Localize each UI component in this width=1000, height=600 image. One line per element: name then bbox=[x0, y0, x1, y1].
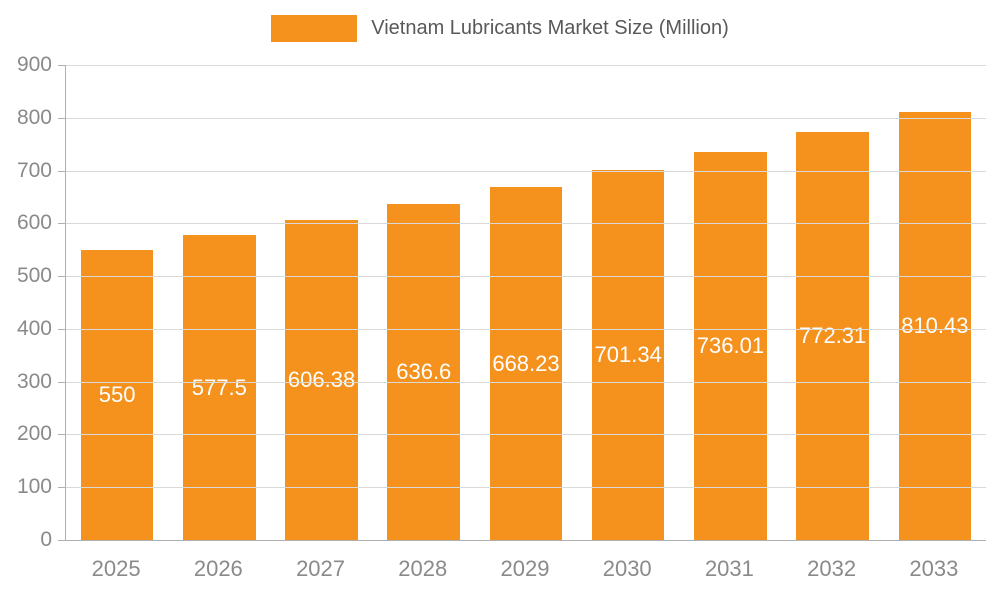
y-tick-mark bbox=[58, 540, 65, 541]
bar-cell: 701.34 bbox=[577, 65, 679, 540]
bar-value-label: 668.23 bbox=[492, 350, 560, 376]
gridline bbox=[66, 223, 986, 225]
x-axis: 2025 2026 2027 2028 2029 2030 2031 2032 2033 bbox=[65, 556, 985, 582]
plot-area: 550 577.5 606.38 636.6 668.23 701.34 736.01 772… bbox=[65, 65, 986, 541]
y-tick-label: 200 bbox=[16, 422, 52, 446]
bar: 736.01 bbox=[694, 151, 767, 540]
bar: 701.34 bbox=[591, 169, 665, 540]
y-tick-mark bbox=[58, 381, 65, 383]
legend-swatch bbox=[271, 14, 358, 42]
y-tick-mark bbox=[58, 170, 65, 172]
x-tick-label: 2031 bbox=[704, 556, 754, 581]
bar-cell: 550 bbox=[66, 65, 168, 540]
y-tick-label: 300 bbox=[16, 369, 52, 393]
x-tick-label: 2033 bbox=[909, 556, 959, 581]
y-tick-mark bbox=[58, 223, 65, 225]
bar: 668.23 bbox=[489, 187, 563, 540]
gridline bbox=[66, 381, 986, 383]
bars-container: 550 577.5 606.38 636.6 668.23 701.34 736.01 772… bbox=[66, 65, 986, 540]
bar: 636.6 bbox=[387, 204, 461, 540]
bar-cell: 736.01 bbox=[679, 65, 781, 540]
bar: 810.43 bbox=[898, 112, 972, 540]
y-tick-mark bbox=[58, 434, 65, 436]
x-tick-label: 2027 bbox=[296, 556, 346, 581]
bar-value-label: 701.34 bbox=[594, 341, 662, 367]
bar-cell: 577.5 bbox=[168, 65, 270, 540]
gridline bbox=[66, 487, 986, 489]
bar-value-label: 636.6 bbox=[396, 359, 452, 385]
y-tick-label: 0 bbox=[40, 528, 52, 551]
bar-cell: 668.23 bbox=[475, 65, 577, 540]
bar: 550 bbox=[80, 249, 154, 540]
gridline bbox=[66, 117, 986, 119]
y-tick-label: 900 bbox=[16, 53, 52, 76]
x-tick-label: 2032 bbox=[807, 556, 857, 581]
y-tick-mark bbox=[58, 65, 65, 66]
y-tick-mark bbox=[58, 276, 65, 278]
bar-cell: 772.31 bbox=[782, 65, 884, 540]
bar-value-label: 577.5 bbox=[191, 374, 247, 400]
legend-label: Vietnam Lubricants Market Size (Million) bbox=[371, 16, 729, 39]
bar: 606.38 bbox=[285, 219, 358, 540]
gridline bbox=[66, 434, 986, 436]
bar-value-label: 606.38 bbox=[287, 366, 356, 392]
bar-value-label: 550 bbox=[98, 381, 136, 407]
x-tick-label: 2026 bbox=[193, 556, 243, 581]
legend: Vietnam Lubricants Market Size (Million) bbox=[0, 12, 1000, 44]
bar-value-label: 772.31 bbox=[798, 323, 867, 349]
bar-cell: 810.43 bbox=[884, 65, 986, 540]
y-tick-mark bbox=[58, 328, 65, 330]
bar: 772.31 bbox=[796, 132, 869, 540]
y-tick-label: 500 bbox=[16, 264, 52, 288]
y-tick-label: 600 bbox=[16, 211, 52, 235]
gridline bbox=[66, 276, 986, 278]
bar-value-label: 810.43 bbox=[901, 313, 969, 339]
x-tick-label: 2029 bbox=[500, 556, 550, 581]
gridline bbox=[66, 65, 986, 66]
bar-cell: 636.6 bbox=[373, 65, 475, 540]
y-tick-mark bbox=[58, 117, 65, 119]
bar-cell: 606.38 bbox=[270, 65, 372, 540]
x-tick-label: 2028 bbox=[398, 556, 448, 581]
y-tick-label: 100 bbox=[16, 475, 52, 499]
bar: 577.5 bbox=[183, 235, 256, 540]
gridline bbox=[66, 328, 986, 330]
y-tick-mark bbox=[58, 487, 65, 489]
y-tick-label: 400 bbox=[16, 316, 52, 340]
y-tick-label: 700 bbox=[16, 158, 52, 182]
x-tick-label: 2025 bbox=[91, 556, 141, 581]
bar-value-label: 736.01 bbox=[696, 332, 765, 358]
x-tick-label: 2030 bbox=[602, 556, 652, 581]
gridline bbox=[66, 170, 986, 172]
y-tick-label: 800 bbox=[16, 105, 52, 129]
